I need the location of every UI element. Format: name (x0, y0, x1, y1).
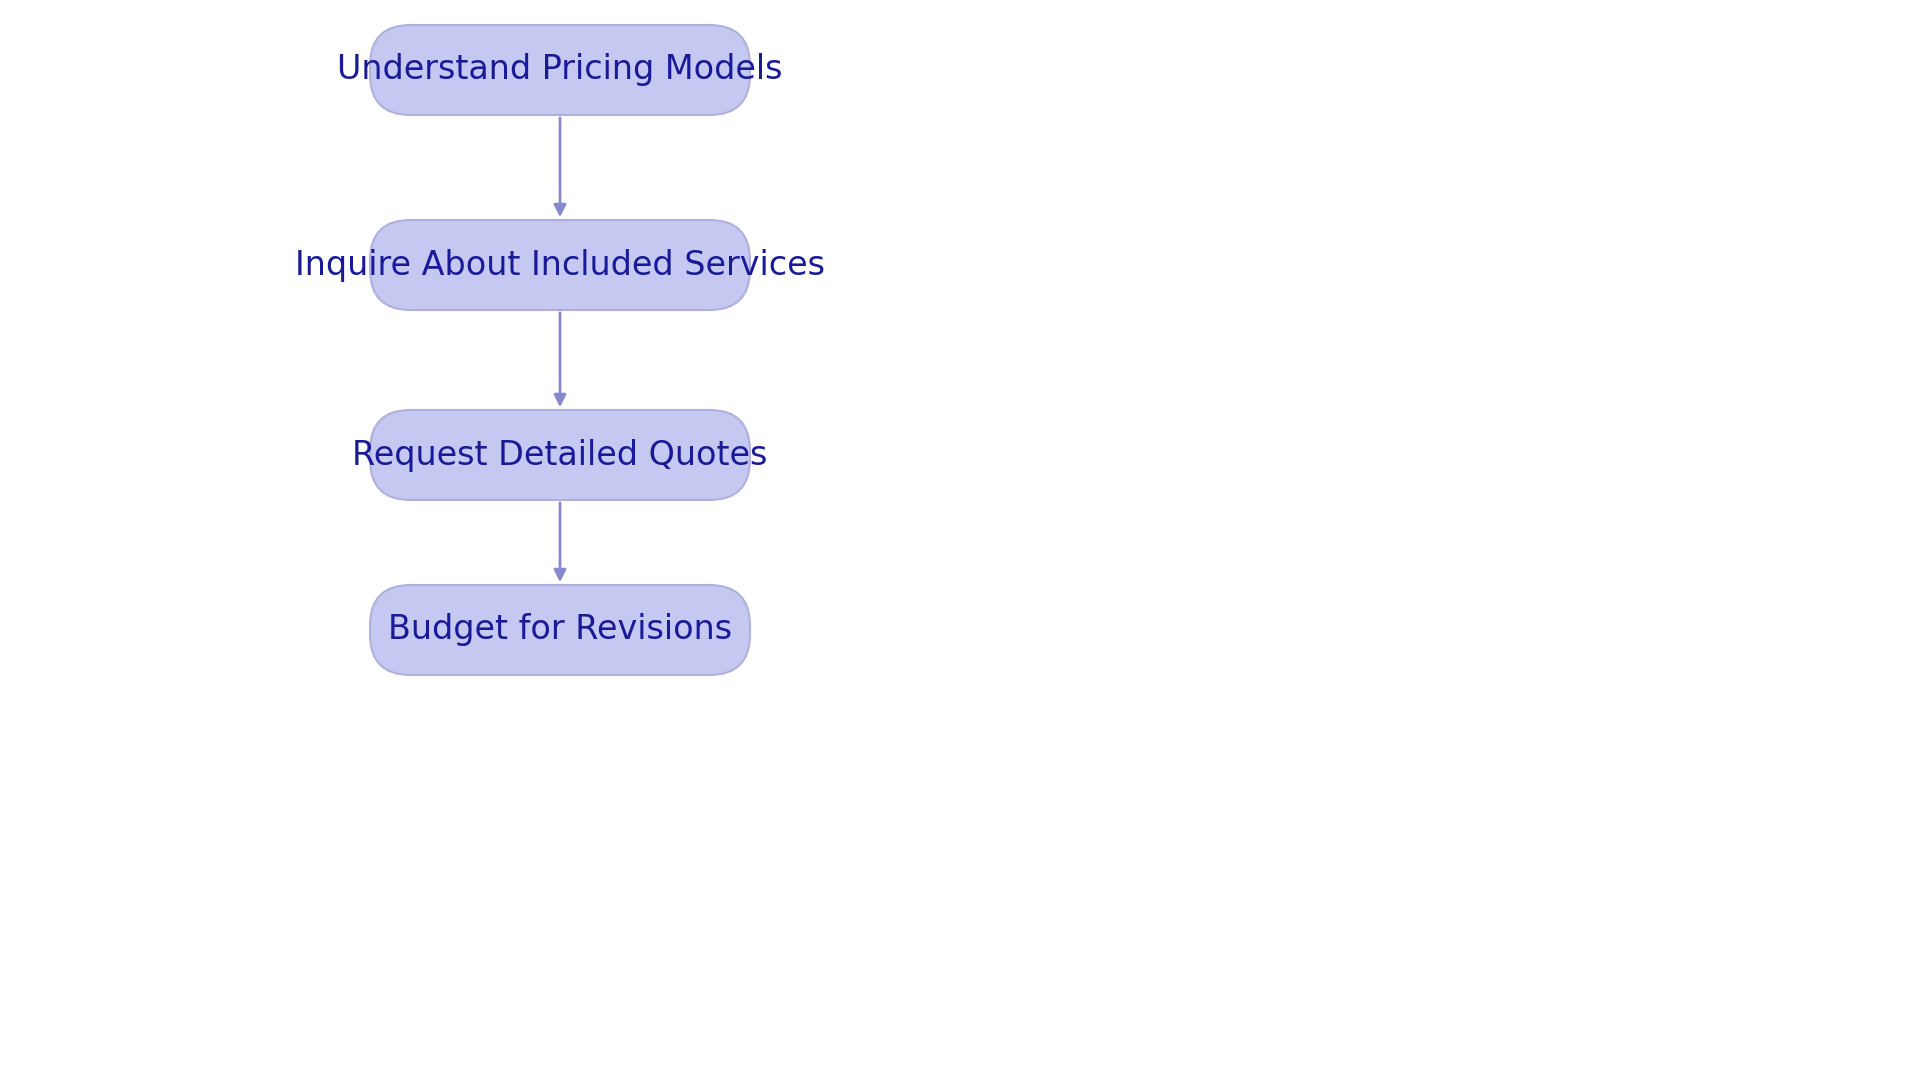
Text: Understand Pricing Models: Understand Pricing Models (338, 53, 783, 87)
FancyBboxPatch shape (371, 25, 751, 115)
FancyBboxPatch shape (371, 585, 751, 675)
FancyBboxPatch shape (371, 220, 751, 310)
Text: Request Detailed Quotes: Request Detailed Quotes (351, 439, 768, 471)
FancyBboxPatch shape (371, 410, 751, 500)
Text: Budget for Revisions: Budget for Revisions (388, 613, 732, 647)
Text: Inquire About Included Services: Inquire About Included Services (296, 248, 826, 282)
